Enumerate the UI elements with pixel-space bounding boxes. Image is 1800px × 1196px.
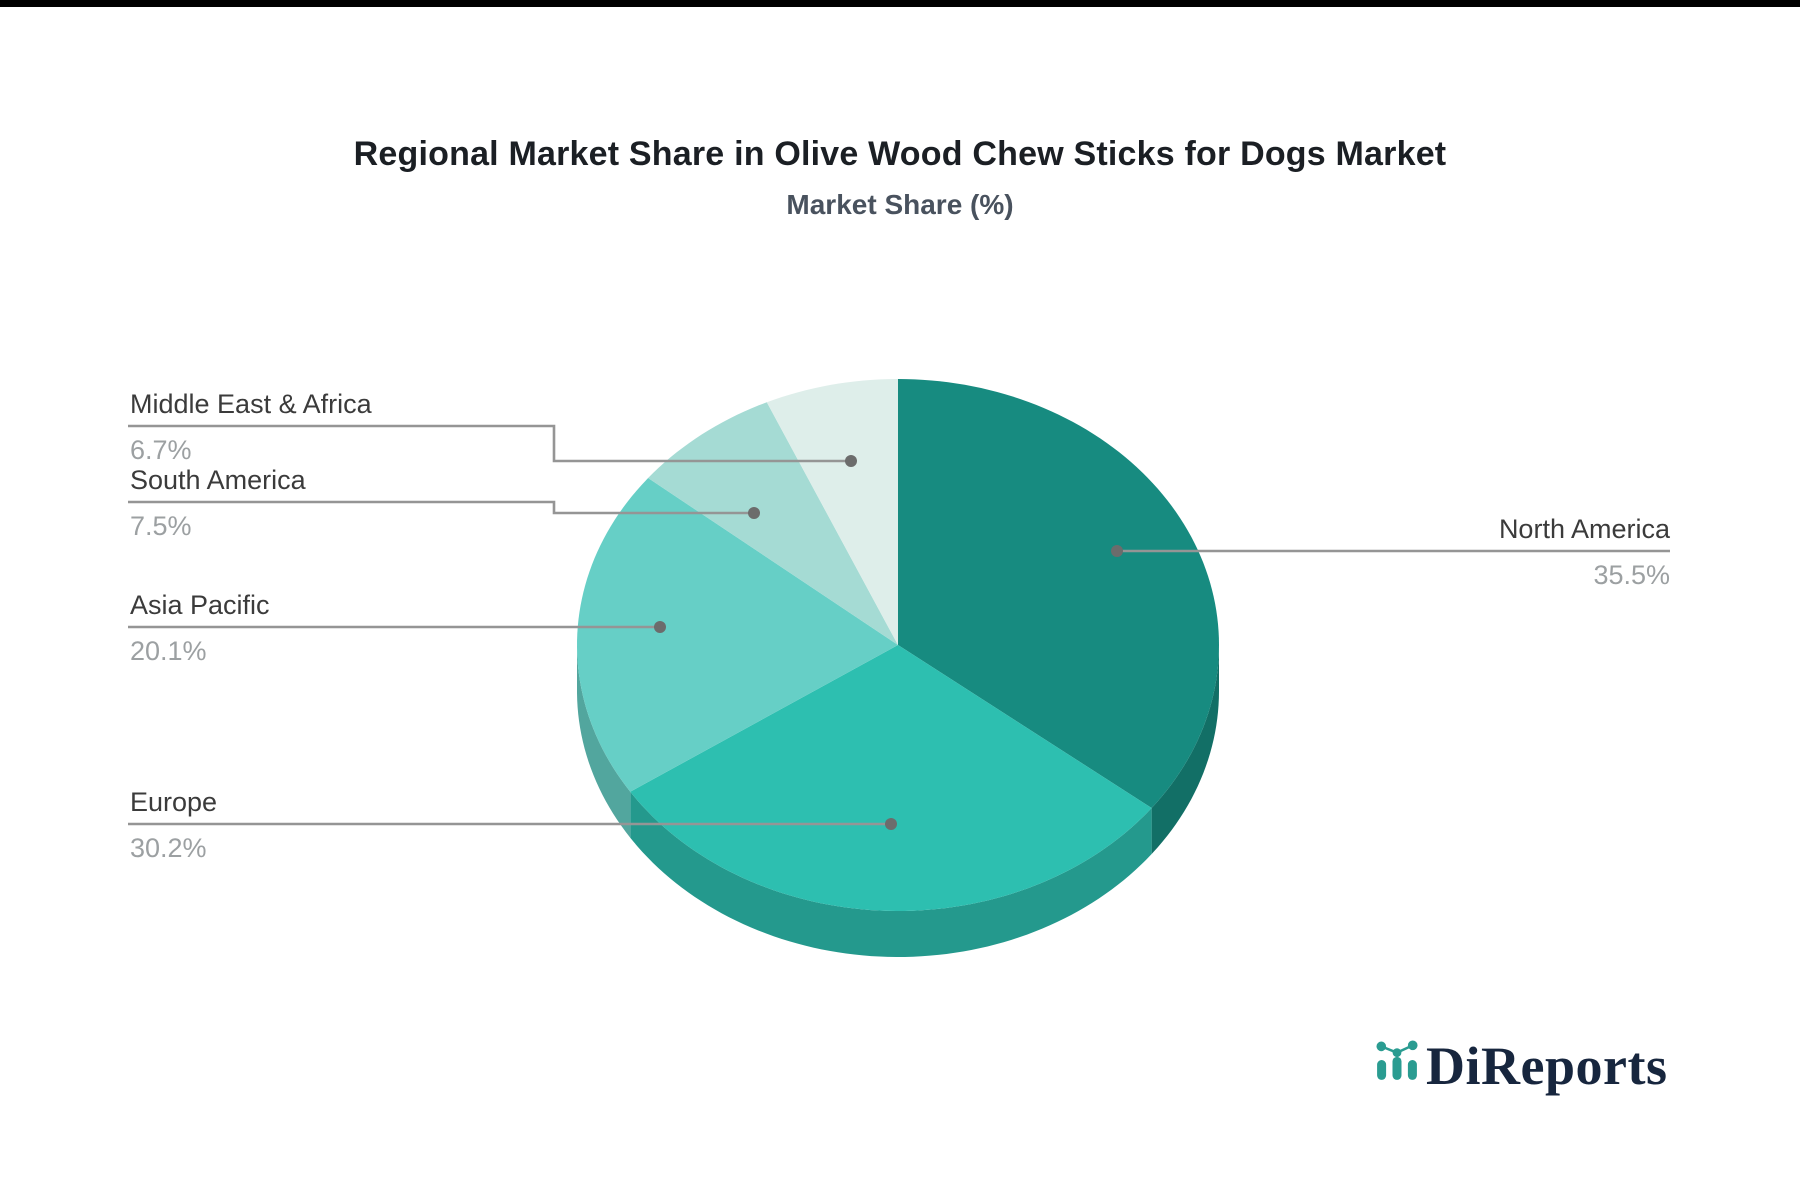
- pie-slice-side-europe: [630, 791, 1152, 957]
- pie-slice-north-america[interactable]: [898, 379, 1219, 809]
- pie-slice-europe[interactable]: [630, 645, 1152, 911]
- pie-slice-middle-east-africa[interactable]: [766, 379, 898, 645]
- pie-slice-side-asia-pacific: [577, 645, 631, 838]
- leader-dot-south-america: [748, 507, 760, 519]
- leader-dot-europe: [885, 818, 897, 830]
- leader-line-middle-east-africa: [128, 424, 851, 463]
- pie-slice-south-america[interactable]: [648, 402, 898, 645]
- top-border: [0, 0, 1800, 7]
- pie-slice-asia-pacific[interactable]: [577, 478, 898, 792]
- logo-text: DiReports: [1426, 1036, 1668, 1096]
- pie-slice-side-north-america: [1151, 645, 1219, 855]
- leader-dot-north-america: [1111, 545, 1123, 557]
- bar-line-chart-icon: [1376, 1040, 1418, 1080]
- leader-line-south-america: [128, 500, 754, 515]
- chart-subtitle: Market Share (%): [786, 189, 1014, 221]
- chart-title: Regional Market Share in Olive Wood Chew…: [353, 134, 1447, 173]
- leader-dot-middle-east-africa: [845, 455, 857, 467]
- logo: DiReports: [1375, 1038, 1667, 1094]
- leader-dot-asia-pacific: [654, 621, 666, 633]
